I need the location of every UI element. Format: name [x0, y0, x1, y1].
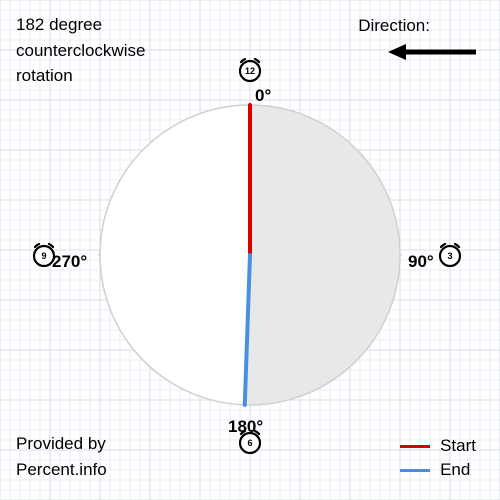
- clock-12-icon: 12: [236, 56, 264, 89]
- angle-label-90: 90°: [408, 252, 434, 272]
- svg-text:3: 3: [447, 251, 452, 261]
- svg-text:9: 9: [41, 251, 46, 261]
- legend: Start End: [400, 432, 476, 480]
- legend-start-label: Start: [440, 436, 476, 456]
- attribution-line-1: Provided by: [16, 431, 107, 457]
- angle-label-0: 0°: [255, 86, 271, 106]
- attribution: Provided by Percent.info: [16, 431, 107, 482]
- legend-start-swatch: [400, 445, 430, 448]
- attribution-line-2: Percent.info: [16, 457, 107, 483]
- legend-start: Start: [400, 436, 476, 456]
- legend-end: End: [400, 460, 476, 480]
- clock-9-icon: 9: [30, 241, 58, 274]
- clock-6-icon: 6: [236, 428, 264, 461]
- svg-text:6: 6: [247, 438, 252, 448]
- legend-end-swatch: [400, 469, 430, 472]
- clock-3-icon: 3: [436, 241, 464, 274]
- legend-end-label: End: [440, 460, 470, 480]
- svg-text:12: 12: [245, 66, 255, 76]
